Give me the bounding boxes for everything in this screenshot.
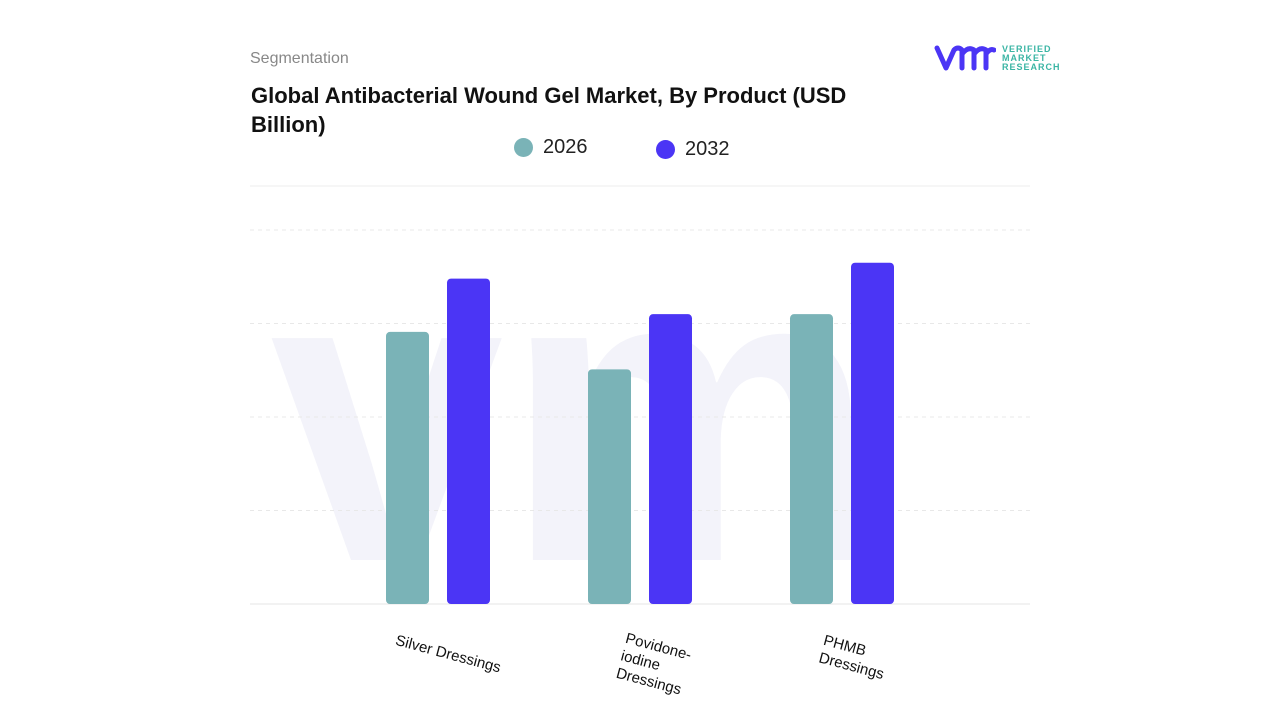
bar-2026-2 <box>790 314 833 604</box>
bar-2032-1 <box>649 314 692 604</box>
section-label: Segmentation <box>250 50 349 67</box>
chart-title: Global Antibacterial Wound Gel Market, B… <box>251 83 847 137</box>
bar-2032-2 <box>851 262 894 604</box>
legend-label-2026: 2026 <box>543 136 588 158</box>
legend-label-2032: 2032 <box>685 138 730 160</box>
legend-swatch-2032 <box>656 140 675 159</box>
logo-text-market: MARKET <box>1002 52 1047 63</box>
legend-swatch-2026 <box>514 138 533 157</box>
watermark: vm <box>270 181 877 650</box>
bar-2026-0 <box>386 331 429 604</box>
vmr-logo-mark <box>934 45 996 71</box>
legend-item-2026: 2026 <box>514 136 588 159</box>
bar-2026-1 <box>588 369 631 604</box>
logo-text-verified: VERIFIED <box>1002 43 1052 54</box>
bar-2032-0 <box>447 278 490 604</box>
logo-text-research: RESEARCH <box>1002 61 1061 72</box>
vmr-logo: VERIFIED MARKET RESEARCH <box>934 44 1061 72</box>
legend-item-2032: 2032 <box>656 138 730 161</box>
